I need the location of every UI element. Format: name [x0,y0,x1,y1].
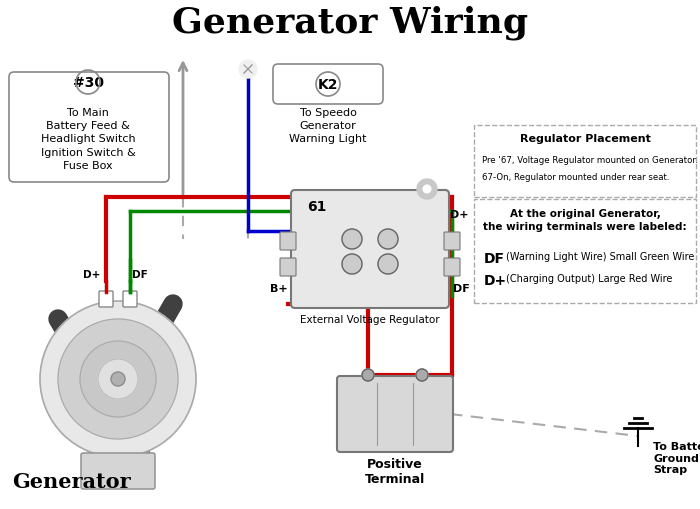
Text: #30: #30 [73,76,104,90]
FancyBboxPatch shape [444,259,460,276]
Circle shape [423,186,431,193]
Circle shape [362,369,374,381]
FancyBboxPatch shape [474,200,696,303]
Text: (Warning Light Wire) Small Green Wire: (Warning Light Wire) Small Green Wire [506,251,694,262]
Text: At the original Generator,
the wiring terminals were labeled:: At the original Generator, the wiring te… [483,209,687,232]
Text: External Voltage Regulator: External Voltage Regulator [300,315,440,324]
Text: 67-On, Regulator mounted under rear seat.: 67-On, Regulator mounted under rear seat… [482,173,669,182]
Circle shape [98,359,138,399]
Circle shape [378,254,398,274]
Text: B+: B+ [270,284,288,293]
Text: To Main
Battery Feed &
Headlight Switch
Ignition Switch &
Fuse Box: To Main Battery Feed & Headlight Switch … [41,108,135,171]
Text: DF: DF [484,251,505,266]
Text: Regulator Placement: Regulator Placement [519,134,650,144]
Text: D+: D+ [484,273,507,288]
FancyBboxPatch shape [273,65,383,105]
Text: Generator Wiring: Generator Wiring [172,5,528,39]
FancyBboxPatch shape [99,292,113,307]
Text: D+: D+ [449,210,468,219]
Text: (Charging Output) Large Red Wire: (Charging Output) Large Red Wire [506,273,673,284]
Text: To Battery
Ground
Strap: To Battery Ground Strap [653,441,700,474]
Circle shape [239,61,257,79]
FancyBboxPatch shape [474,126,696,197]
Text: 61: 61 [307,200,327,214]
Text: DF: DF [132,269,148,279]
Text: K2: K2 [318,78,338,92]
Circle shape [111,372,125,386]
Text: Generator: Generator [12,471,131,491]
Circle shape [40,301,196,457]
Text: Positive
Terminal: Positive Terminal [365,457,425,485]
Circle shape [378,230,398,249]
Circle shape [342,230,362,249]
Text: DF: DF [453,284,470,293]
Circle shape [58,319,178,439]
Text: D+: D+ [83,269,101,279]
Circle shape [416,369,428,381]
FancyBboxPatch shape [280,233,296,250]
FancyBboxPatch shape [81,453,155,489]
Text: To Speedo
Generator
Warning Light: To Speedo Generator Warning Light [289,108,367,144]
FancyBboxPatch shape [337,376,453,452]
FancyBboxPatch shape [123,292,137,307]
FancyBboxPatch shape [291,191,449,308]
FancyBboxPatch shape [9,73,169,183]
FancyBboxPatch shape [444,233,460,250]
Circle shape [417,180,437,200]
Circle shape [342,254,362,274]
FancyBboxPatch shape [280,259,296,276]
Text: Pre '67, Voltage Regulator mounted on Generator.: Pre '67, Voltage Regulator mounted on Ge… [482,156,698,165]
Circle shape [80,342,156,417]
